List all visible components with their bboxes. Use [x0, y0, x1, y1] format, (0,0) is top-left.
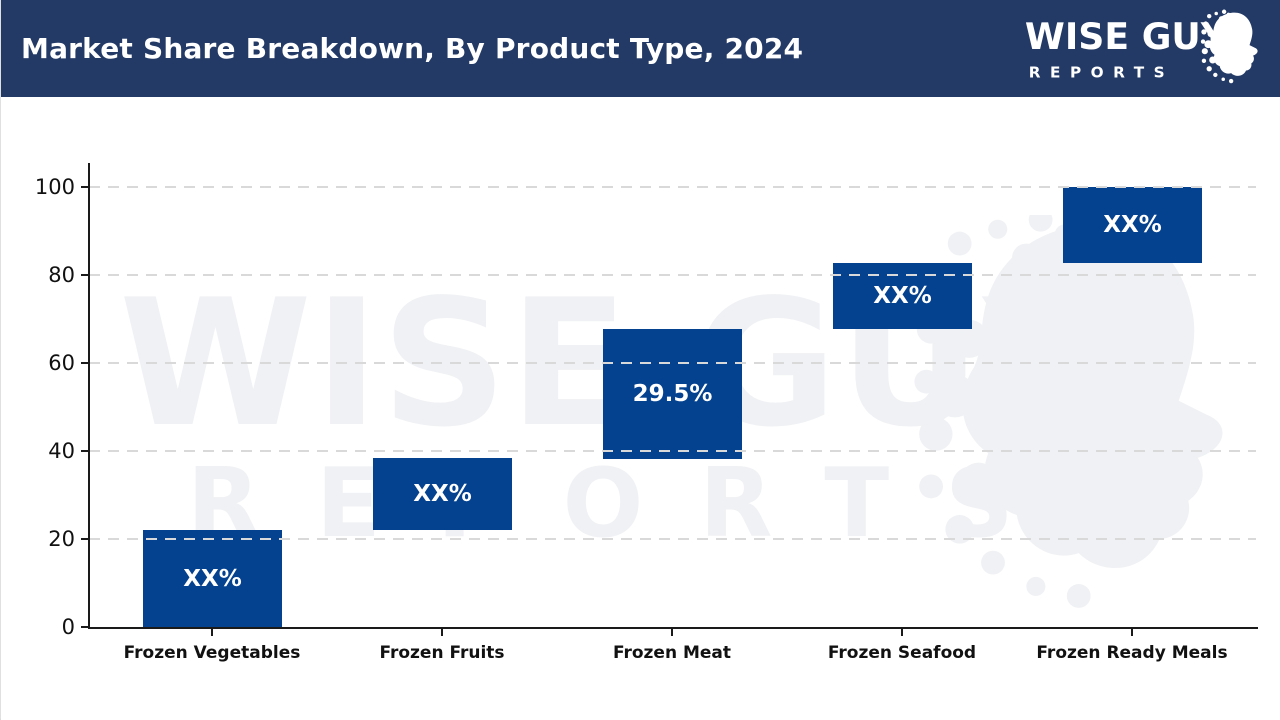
- logo-brand-line1: WISE GUY: [1025, 15, 1228, 58]
- x-axis-tick: [441, 629, 443, 636]
- bar-value-label: XX%: [183, 565, 242, 592]
- gridline-80: [89, 274, 1256, 276]
- y-axis-tick: [81, 538, 89, 540]
- logo-head-icon: [1200, 9, 1258, 83]
- y-axis-line: [88, 163, 90, 629]
- gridline-40: [89, 450, 1256, 452]
- y-axis-tick-label: 100: [34, 175, 75, 199]
- y-axis-tick: [81, 626, 89, 628]
- x-axis-tick: [211, 629, 213, 636]
- bar-frozen-vegetables: XX%: [143, 530, 282, 627]
- y-axis-tick-label: 0: [61, 615, 75, 639]
- x-axis-label: Frozen Seafood: [827, 643, 977, 663]
- y-axis-tick-label: 40: [48, 439, 75, 463]
- bar-frozen-meat: 29.5%: [603, 329, 742, 459]
- x-axis-label: Frozen Meat: [612, 643, 732, 663]
- x-axis-label: Frozen Fruits: [379, 643, 505, 663]
- wise-guy-reports-logo: WISE GUY REPORTS: [1025, 9, 1258, 83]
- x-axis-tick: [1131, 629, 1133, 636]
- logo-brand-line2: REPORTS: [1029, 63, 1174, 81]
- bar-frozen-ready-meals: XX%: [1063, 187, 1202, 264]
- bar-value-label: XX%: [1103, 212, 1162, 239]
- gridline-60: [89, 362, 1256, 364]
- x-axis-line: [88, 627, 1258, 629]
- chart-region: WISE GUY REPORTS 0 20 40 60 80 100 XX% Frozen V…: [1, 97, 1280, 720]
- y-axis-tick-label: 60: [48, 351, 75, 375]
- x-axis-label: Frozen Vegetables: [123, 643, 301, 663]
- y-axis-tick: [81, 186, 89, 188]
- bar-frozen-seafood: XX%: [833, 263, 972, 330]
- header: Market Share Breakdown, By Product Type,…: [1, 0, 1280, 97]
- gridline-20: [89, 538, 1256, 540]
- x-axis-tick: [671, 629, 673, 636]
- y-axis-tick-label: 80: [48, 263, 75, 287]
- bar-value-label: XX%: [873, 283, 932, 310]
- y-axis-tick: [81, 362, 89, 364]
- bar-frozen-fruits: XX%: [373, 458, 512, 531]
- x-axis-tick: [901, 629, 903, 636]
- y-axis-tick: [81, 274, 89, 276]
- gridline-100: [89, 186, 1256, 188]
- page-title: Market Share Breakdown, By Product Type,…: [21, 32, 804, 65]
- x-axis-label: Frozen Ready Meals: [1036, 643, 1228, 663]
- y-axis-tick-label: 20: [48, 527, 75, 551]
- y-axis-tick: [81, 450, 89, 452]
- bar-value-label: 29.5%: [632, 381, 713, 407]
- watermark-text-line2: REPORTS: [187, 449, 1070, 559]
- bar-value-label: XX%: [413, 481, 472, 508]
